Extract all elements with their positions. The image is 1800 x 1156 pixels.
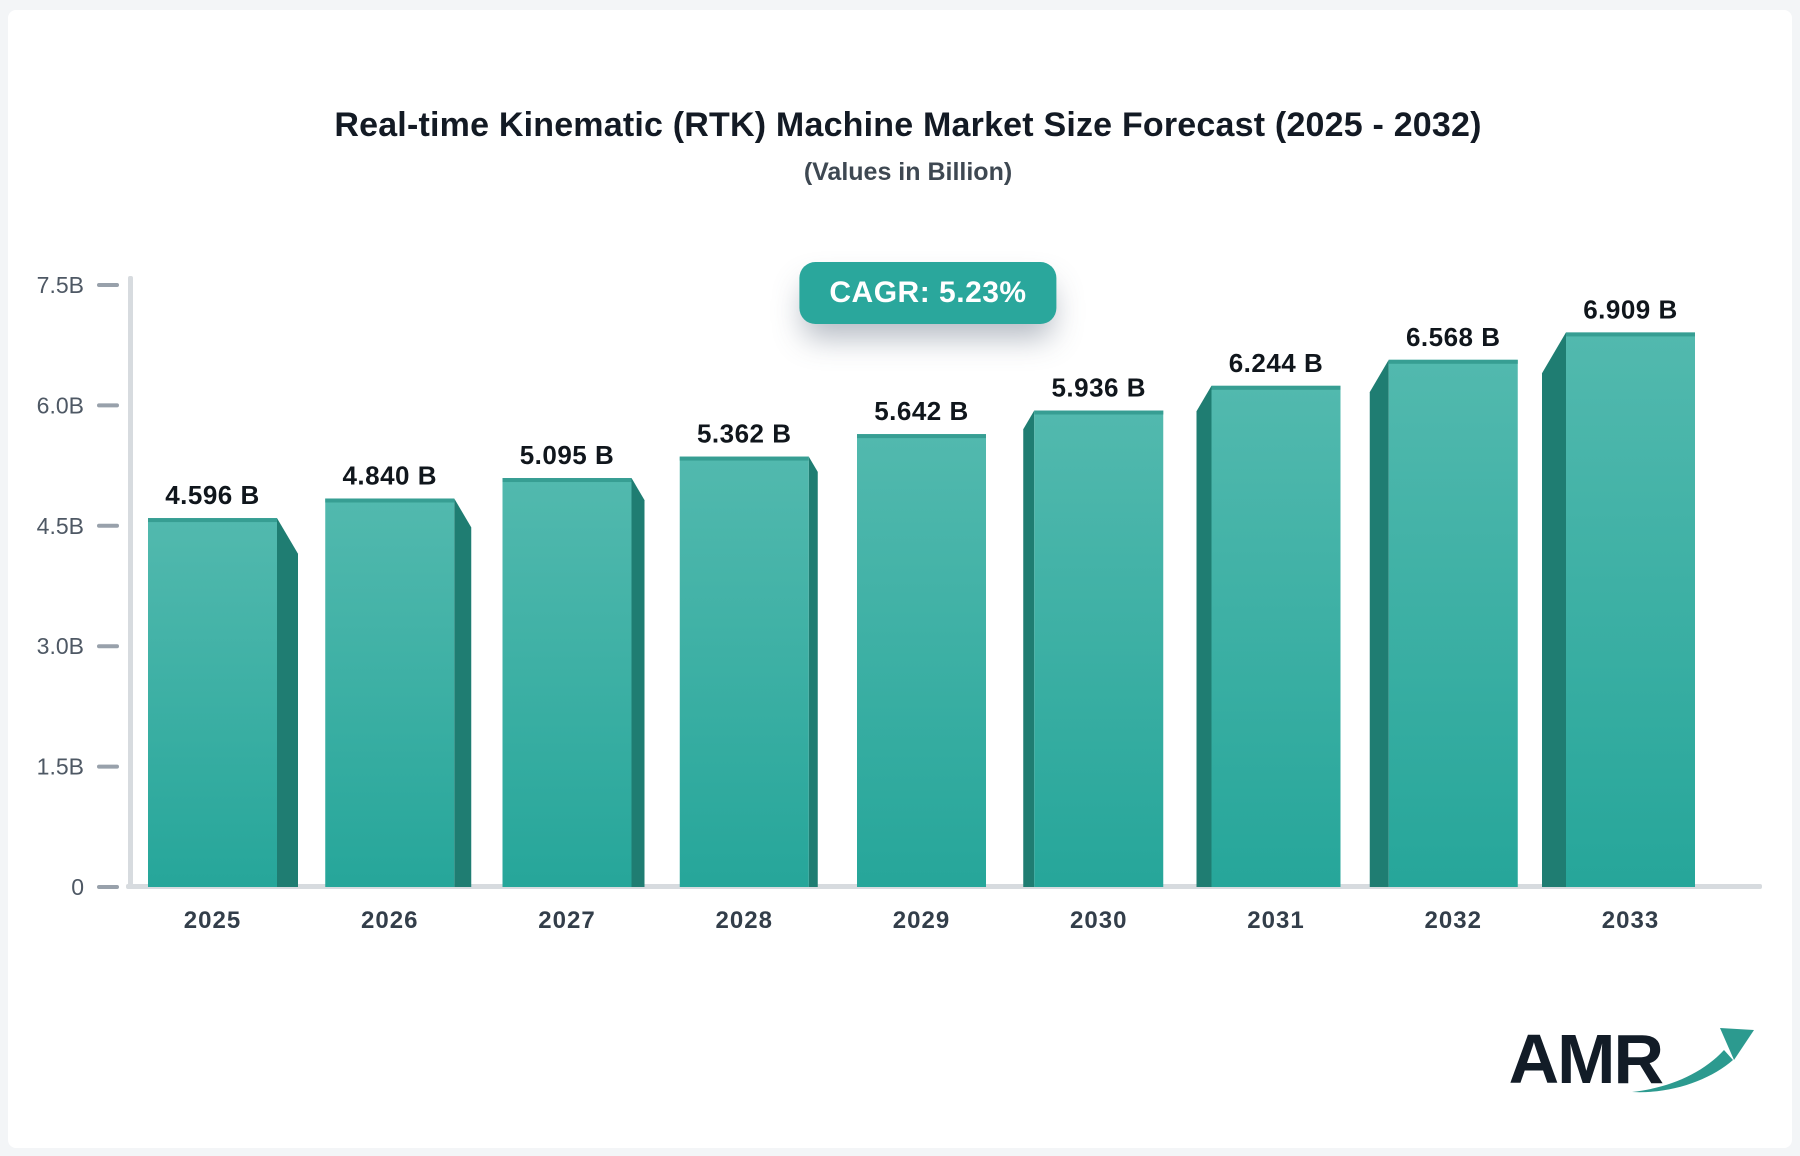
- y-tick-label: 3.0B: [37, 633, 84, 659]
- bar-side-face: [454, 498, 472, 887]
- y-tick-dash: [97, 644, 119, 649]
- bar-top-edge: [325, 498, 455, 503]
- amr-logo-arrow-icon: [1632, 1028, 1754, 1093]
- bar-value-label: 4.840 B: [342, 460, 437, 490]
- x-tick-label: 2032: [1425, 907, 1482, 934]
- bar-2026: [325, 498, 455, 887]
- market-forecast-bar-chart: 0 1.5B 3.0B 4.5B 6.0B 7.5B 4.596 B 2025 4.840 B 2…: [37, 272, 1762, 934]
- x-tick-label: 2025: [184, 907, 241, 934]
- bar-side-face: [1023, 410, 1035, 887]
- cagr-badge: CAGR: 5.23%: [799, 262, 1057, 324]
- bar-value-label: 6.909 B: [1583, 294, 1678, 324]
- x-tick-label: 2029: [893, 907, 950, 934]
- bar-side-face: [1542, 332, 1566, 888]
- x-tick-label: 2026: [361, 907, 418, 934]
- y-tick-label: 0: [71, 874, 84, 900]
- y-tick-dash: [97, 523, 119, 528]
- bar-2030: [1034, 410, 1164, 887]
- bar-value-label: 4.596 B: [165, 480, 260, 510]
- y-tick-dash: [97, 885, 119, 889]
- bar-top-edge: [1211, 385, 1341, 390]
- bar-top-edge: [1388, 359, 1518, 364]
- bar-top-edge: [1566, 332, 1695, 337]
- bar-side-face: [277, 518, 298, 887]
- bar-value-label: 5.642 B: [874, 396, 969, 426]
- bar-2027: [502, 478, 632, 887]
- bar-value-label: 5.095 B: [520, 440, 615, 470]
- bar-top-edge: [502, 478, 632, 483]
- bar-side-face: [631, 478, 645, 887]
- y-tick-label: 7.5B: [37, 272, 84, 298]
- x-tick-label: 2033: [1602, 907, 1659, 934]
- y-tick-dash: [97, 282, 119, 287]
- bar-value-label: 6.244 B: [1229, 348, 1324, 378]
- bar-value-label: 6.568 B: [1406, 322, 1501, 352]
- y-tick-label: 4.5B: [37, 513, 84, 539]
- bar-side-face: [1369, 359, 1389, 888]
- bar-top-edge: [148, 518, 277, 523]
- y-tick-dash: [97, 403, 119, 408]
- amr-logo: AMR: [1509, 1024, 1762, 1102]
- chart-subtitle: (Values in Billion): [803, 158, 1013, 186]
- y-tick-label: 6.0B: [37, 392, 84, 418]
- chart-card: Real-time Kinematic (RTK) Machine Market…: [8, 10, 1792, 1148]
- amr-logo-text: AMR: [1508, 1020, 1664, 1098]
- x-tick-label: 2030: [1070, 907, 1127, 934]
- bar-value-label: 5.936 B: [1051, 373, 1146, 403]
- bar-2025: [148, 518, 277, 887]
- y-tick-label: 1.5B: [37, 754, 84, 780]
- bar-2032: [1388, 359, 1518, 888]
- bar-side-face: [808, 456, 818, 887]
- bar-2029: [857, 434, 986, 887]
- x-tick-label: 2028: [716, 907, 773, 934]
- bar-2028: [679, 456, 809, 887]
- x-tick-label: 2027: [538, 907, 595, 934]
- chart-title: Real-time Kinematic (RTK) Machine Market…: [334, 106, 1482, 144]
- bar-side-face: [1196, 385, 1212, 887]
- bar-top-edge: [679, 456, 809, 461]
- bar-2031: [1211, 385, 1341, 887]
- bar-top-edge: [1034, 410, 1164, 415]
- y-tick-dash: [97, 764, 119, 769]
- x-tick-label: 2031: [1247, 907, 1304, 934]
- bar-top-edge: [857, 434, 986, 439]
- bar-value-label: 5.362 B: [697, 419, 792, 449]
- bar-2033: [1566, 332, 1695, 888]
- y-axis-line: [128, 276, 133, 888]
